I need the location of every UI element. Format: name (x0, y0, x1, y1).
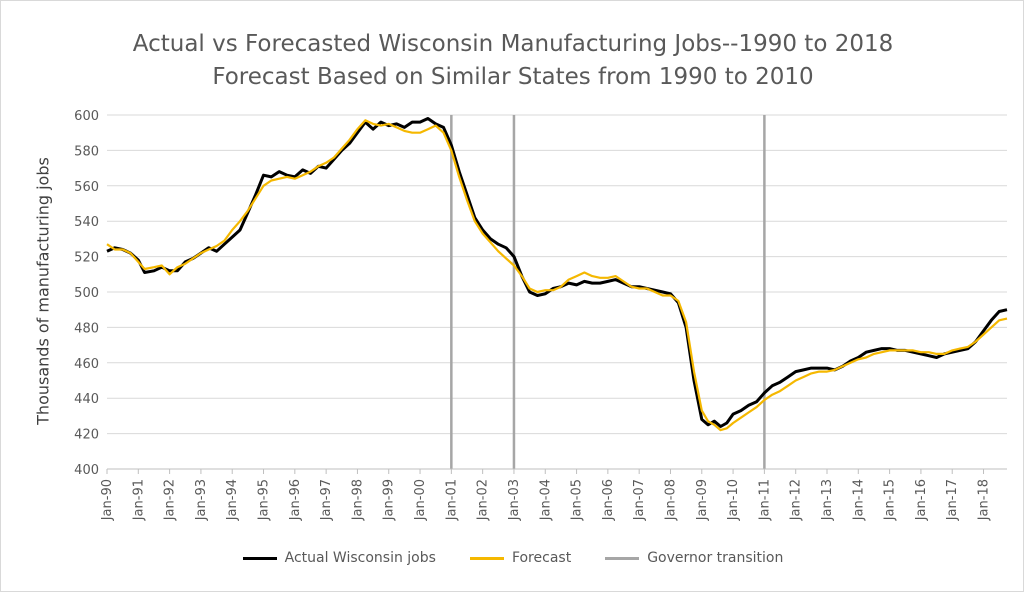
legend-label-governor: Governor transition (647, 550, 784, 566)
y-tick-label-580: 580 (74, 144, 99, 159)
x-tick-label-7: Jan-97 (319, 479, 334, 521)
x-tick-label-16: Jan-06 (601, 479, 616, 521)
x-tick-label-0: Jan-90 (100, 479, 115, 521)
y-tick-label-400: 400 (74, 463, 99, 478)
gridlines (107, 114, 1007, 435)
x-tick-label-5: Jan-95 (257, 479, 272, 521)
legend-label-forecast: Forecast (511, 550, 572, 566)
x-tick-label-25: Jan-15 (883, 479, 898, 521)
line-chart: 400 420 440 460 480 500 520 540 560 580 600 Jan-90… (74, 109, 1008, 521)
x-tick-label-22: Jan-12 (789, 479, 804, 521)
axes (106, 468, 1007, 474)
x-tick-label-28: Jan-18 (977, 479, 992, 521)
actual-wisconsin-jobs-line (106, 117, 1008, 428)
y-tick-label-460: 460 (74, 357, 99, 372)
chart-title: Actual vs Forecasted Wisconsin Manufactu… (132, 31, 894, 57)
x-tick-label-26: Jan-16 (914, 479, 929, 521)
x-tick-label-24: Jan-14 (851, 479, 866, 521)
y-tick-label-480: 480 (74, 321, 99, 336)
legend-swatch-forecast (469, 556, 504, 560)
x-tick-label-23: Jan-13 (820, 479, 835, 521)
x-tick-label-13: Jan-03 (507, 479, 522, 521)
x-tick-label-9: Jan-99 (382, 479, 397, 521)
x-tick-label-1: Jan-91 (131, 479, 146, 521)
x-tick-label-8: Jan-98 (350, 479, 365, 521)
x-tick-label-14: Jan-04 (538, 479, 553, 521)
x-tick-label-20: Jan-10 (726, 479, 741, 521)
legend-item-actual: Actual Wisconsin jobs (242, 550, 436, 566)
legend-label-actual: Actual Wisconsin jobs (284, 550, 436, 566)
x-tick-label-17: Jan-07 (632, 479, 647, 521)
x-tick-label-27: Jan-17 (945, 479, 960, 521)
x-tick-label-10: Jan-00 (413, 479, 428, 521)
legend: Actual Wisconsin jobs Forecast Governor … (1, 550, 1024, 566)
series-lines (106, 117, 1008, 432)
y-tick-labels: 400 420 440 460 480 500 520 540 560 580 600 (74, 109, 99, 478)
x-tick-label-18: Jan-08 (663, 479, 678, 521)
x-tick-label-15: Jan-05 (570, 479, 585, 521)
legend-swatch-actual (242, 556, 277, 560)
y-tick-label-520: 520 (74, 251, 99, 266)
y-tick-label-560: 560 (74, 180, 99, 195)
y-tick-label-600: 600 (74, 109, 99, 124)
x-tick-label-21: Jan-11 (757, 479, 772, 521)
x-tick-label-12: Jan-02 (476, 479, 491, 521)
y-tick-label-440: 440 (74, 392, 99, 407)
y-tick-label-540: 540 (74, 215, 99, 230)
x-tick-label-3: Jan-93 (194, 479, 209, 521)
y-tick-label-500: 500 (74, 286, 99, 301)
chart-subtitle: Forecast Based on Similar States from 19… (212, 64, 814, 90)
x-tick-label-19: Jan-09 (695, 479, 710, 521)
legend-swatch-governor (605, 556, 640, 560)
x-tick-label-4: Jan-94 (225, 479, 240, 521)
x-tick-label-6: Jan-96 (288, 479, 303, 521)
legend-item-forecast: Forecast (469, 550, 572, 566)
governor-transition-lines (450, 115, 766, 469)
x-tick-label-2: Jan-92 (163, 479, 178, 521)
forecast-line (106, 119, 1008, 432)
y-tick-label-420: 420 (74, 428, 99, 443)
x-tick-label-11: Jan-01 (444, 479, 459, 521)
legend-item-governor: Governor transition (605, 550, 783, 566)
x-tick-labels: Jan-90 Jan-91 Jan-92 Jan-93 Jan-94 Jan-95 Jan-… (100, 479, 992, 521)
